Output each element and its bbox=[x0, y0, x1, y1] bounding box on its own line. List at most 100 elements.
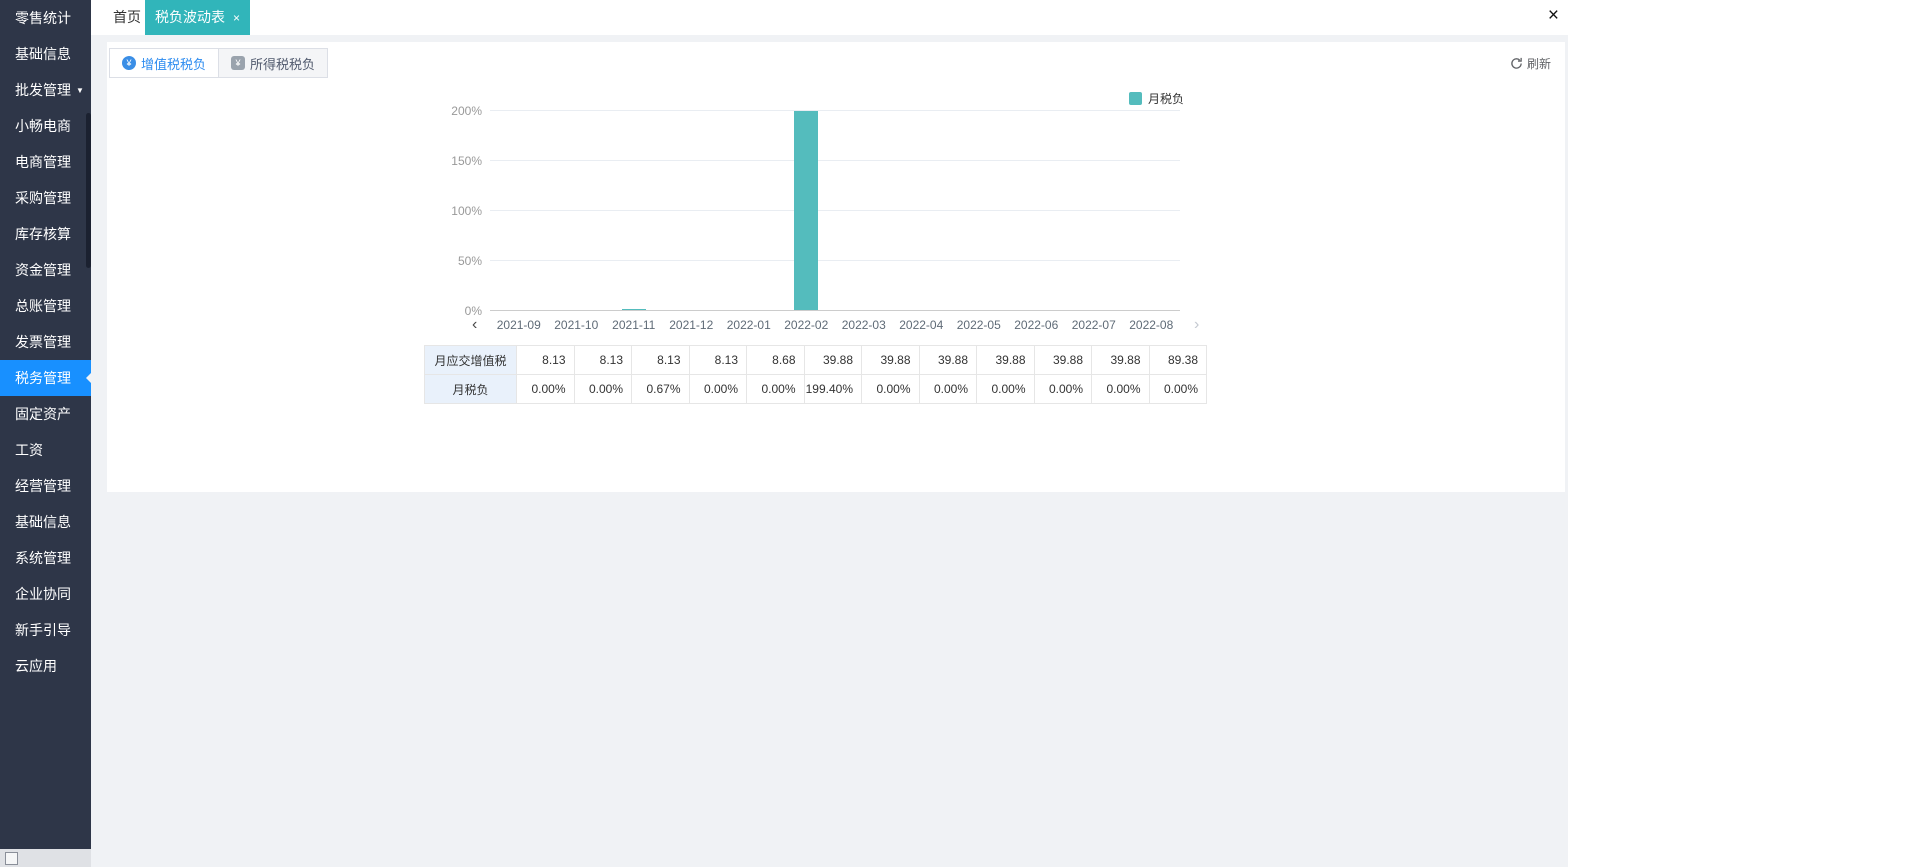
sidebar-item[interactable]: 零售统计 bbox=[15, 10, 71, 26]
refresh-label: 刷新 bbox=[1526, 57, 1551, 71]
chart-next-arrow[interactable]: › bbox=[1194, 316, 1200, 333]
tab-label: 增值税税负 bbox=[141, 56, 207, 72]
table-cell: 0.00% bbox=[977, 375, 1035, 404]
table-cell: 0.00% bbox=[862, 375, 920, 404]
vat-icon: ¥ bbox=[122, 56, 136, 70]
gridline bbox=[490, 110, 1180, 111]
sidebar-item[interactable]: 发票管理 bbox=[15, 334, 71, 350]
table-cell: 0.00% bbox=[1034, 375, 1092, 404]
tab-bar: 首页 税负波动表 × × bbox=[91, 0, 1568, 35]
legend-swatch bbox=[1129, 92, 1142, 105]
table-cell: 89.38 bbox=[1149, 346, 1207, 375]
x-axis-label: 2022-05 bbox=[956, 318, 1001, 332]
sidebar-item[interactable]: 工资 bbox=[15, 442, 43, 458]
table-row: 月税负 0.00% 0.00% 0.67% 0.00% 0.00% 199.40% 0.00%… bbox=[425, 375, 1207, 404]
tab-tax-fluctuation[interactable]: 税负波动表 × bbox=[145, 0, 251, 35]
close-icon[interactable]: × bbox=[1547, 5, 1559, 26]
table-cell: 0.00% bbox=[517, 375, 575, 404]
y-axis-tick: 50% bbox=[457, 254, 482, 268]
x-axis-label: 2021-10 bbox=[554, 318, 599, 332]
x-axis-label: 2022-04 bbox=[899, 318, 944, 332]
x-axis-label: 2022-06 bbox=[1014, 318, 1059, 332]
sidebar-item[interactable]: 基础信息 bbox=[15, 514, 71, 530]
sidebar-item[interactable]: 系统管理 bbox=[15, 550, 71, 566]
sidebar-item[interactable]: 企业协同 bbox=[15, 586, 71, 602]
collapse-icon[interactable] bbox=[5, 852, 18, 865]
table-cell: 0.00% bbox=[689, 375, 747, 404]
x-axis-label: 2022-07 bbox=[1071, 318, 1116, 332]
gridline bbox=[490, 210, 1180, 211]
table-cell: 8.13 bbox=[574, 346, 632, 375]
table-cell: 39.88 bbox=[804, 346, 862, 375]
y-axis-tick: 0% bbox=[464, 304, 482, 318]
y-axis-tick: 100% bbox=[451, 204, 482, 218]
table-cell: 0.00% bbox=[747, 375, 805, 404]
chevron-down-icon: ▼ bbox=[76, 86, 84, 95]
sidebar-item[interactable]: 基础信息 bbox=[15, 46, 71, 62]
refresh-button[interactable]: 刷新 bbox=[1510, 55, 1551, 72]
table-cell: 39.88 bbox=[977, 346, 1035, 375]
app-window: 首页 税负波动表 × × 零售统计 基础信息 批发管理 ▼ 小畅电商 电商管理 采购管理 库存核… bbox=[0, 0, 1568, 867]
table-cell: 39.88 bbox=[862, 346, 920, 375]
row-label: 月税负 bbox=[425, 375, 517, 404]
table-cell: 0.00% bbox=[1092, 375, 1150, 404]
bar-2022-02[interactable] bbox=[794, 110, 819, 310]
row-label: 月应交增值税 bbox=[425, 346, 517, 375]
table-cell: 0.00% bbox=[574, 375, 632, 404]
table-cell: 8.13 bbox=[517, 346, 575, 375]
sidebar-item[interactable]: 电商管理 bbox=[15, 154, 71, 170]
table-cell: 8.68 bbox=[747, 346, 805, 375]
sidebar-item[interactable]: 云应用 bbox=[15, 658, 57, 674]
table-cell: 0.67% bbox=[632, 375, 690, 404]
sidebar-item[interactable]: 经营管理 bbox=[15, 478, 71, 494]
sidebar-item[interactable]: 固定资产 bbox=[15, 406, 71, 422]
tab-income-tax-burden[interactable]: ¥ 所得税税负 bbox=[219, 48, 329, 78]
close-icon[interactable]: × bbox=[233, 11, 241, 25]
tab-label: 所得税税负 bbox=[250, 56, 316, 72]
legend-label: 月税负 bbox=[1148, 92, 1185, 106]
sidebar-item[interactable]: 税务管理 bbox=[0, 360, 91, 396]
sidebar-item[interactable]: 批发管理 ▼ bbox=[15, 82, 84, 98]
sidebar-item[interactable]: 总账管理 bbox=[15, 298, 71, 314]
table-cell: 8.13 bbox=[689, 346, 747, 375]
table-cell: 8.13 bbox=[632, 346, 690, 375]
tab-home[interactable]: 首页 bbox=[113, 9, 141, 25]
sidebar-item[interactable]: 小畅电商 bbox=[15, 118, 71, 134]
table-cell: 39.88 bbox=[1092, 346, 1150, 375]
legend-item[interactable]: 月税负 bbox=[1129, 90, 1184, 107]
panel-tabs: ¥ 增值税税负 ¥ 所得税税负 bbox=[109, 48, 329, 78]
x-axis-label: 2021-11 bbox=[612, 318, 656, 332]
sidebar-menu: 零售统计 基础信息 批发管理 ▼ 小畅电商 电商管理 采购管理 库存核算 资金管理 总账管理 发票管… bbox=[0, 0, 91, 684]
gridline bbox=[490, 260, 1180, 261]
table-cell: 0.00% bbox=[1149, 375, 1207, 404]
tax-panel: ¥ 增值税税负 ¥ 所得税税负 刷新 月税负 0% 50% 100% 15 bbox=[107, 42, 1565, 492]
table-cell: 39.88 bbox=[919, 346, 977, 375]
sidebar-item[interactable]: 新手引导 bbox=[15, 622, 71, 638]
sidebar-scrollbar[interactable] bbox=[86, 113, 91, 268]
table-row: 月应交增值税 8.13 8.13 8.13 8.13 8.68 39.88 39.88 39.8… bbox=[425, 346, 1207, 375]
sidebar: 零售统计 基础信息 批发管理 ▼ 小畅电商 电商管理 采购管理 库存核算 资金管理 总账管理 发票管… bbox=[0, 0, 91, 849]
table-cell: 0.00% bbox=[919, 375, 977, 404]
sidebar-item[interactable]: 采购管理 bbox=[15, 190, 71, 206]
tab-vat-burden[interactable]: ¥ 增值税税负 bbox=[109, 48, 220, 78]
x-axis-label: 2022-01 bbox=[726, 318, 771, 332]
x-axis-label: 2022-08 bbox=[1129, 318, 1174, 332]
x-axis-label: 2021-09 bbox=[496, 318, 541, 332]
income-tax-icon: ¥ bbox=[231, 56, 246, 70]
table-cell: 39.88 bbox=[1034, 346, 1092, 375]
x-axis-line bbox=[490, 310, 1180, 311]
x-axis-label: 2021-12 bbox=[669, 318, 714, 332]
gridline bbox=[490, 160, 1180, 161]
sidebar-footer bbox=[0, 849, 91, 867]
refresh-icon bbox=[1511, 57, 1522, 69]
table-cell: 199.40% bbox=[804, 375, 862, 404]
y-axis-tick: 200% bbox=[451, 104, 482, 118]
bar-2021-11[interactable] bbox=[621, 309, 646, 310]
chart-prev-arrow[interactable]: ‹ bbox=[472, 316, 478, 333]
chart-plot: 0% 50% 100% 150% 200% 2021-09 2021-10 2021-11 20… bbox=[451, 104, 1180, 332]
sidebar-item[interactable]: 资金管理 bbox=[15, 262, 71, 278]
tab-label: 税负波动表 bbox=[155, 9, 225, 25]
sidebar-item[interactable]: 库存核算 bbox=[15, 226, 71, 242]
x-axis-label: 2022-02 bbox=[784, 318, 829, 332]
data-table: 月应交增值税 8.13 8.13 8.13 8.13 8.68 39.88 39.88 39.8… bbox=[424, 345, 1207, 404]
